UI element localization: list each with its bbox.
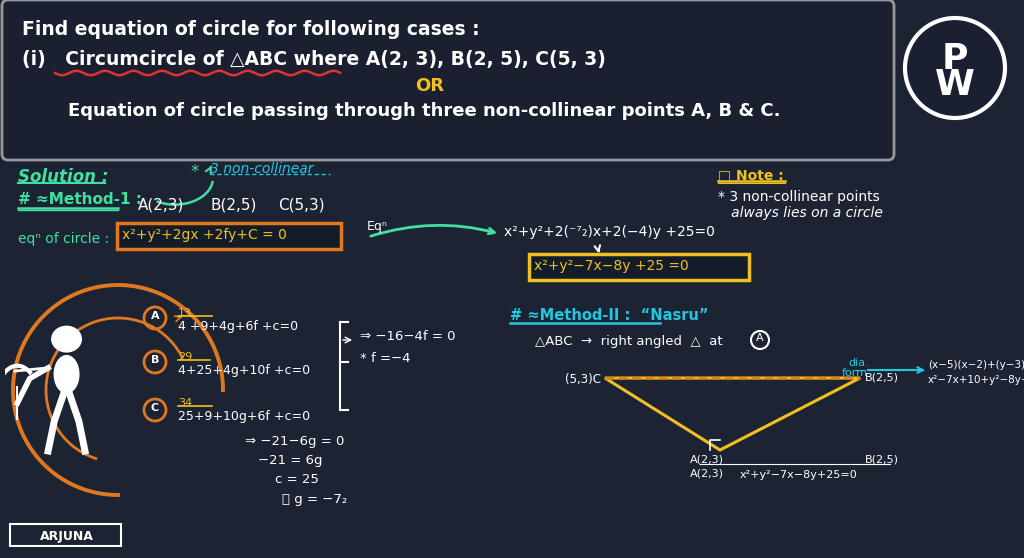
Text: −21 = 6g: −21 = 6g: [258, 454, 323, 467]
Text: 25+9+10g+6f +c=0: 25+9+10g+6f +c=0: [178, 410, 310, 423]
Text: (5,3)C: (5,3)C: [565, 373, 601, 386]
Text: B(2,5): B(2,5): [865, 455, 899, 465]
FancyBboxPatch shape: [529, 254, 749, 280]
Text: eqⁿ of circle :: eqⁿ of circle :: [18, 232, 110, 246]
Text: A(2,3): A(2,3): [138, 198, 184, 213]
Text: A: A: [151, 311, 160, 321]
Text: x²−7x+10+y²−8y+15=0: x²−7x+10+y²−8y+15=0: [928, 375, 1024, 385]
Text: ⇒ −16−4f = 0: ⇒ −16−4f = 0: [360, 330, 456, 343]
Text: form: form: [842, 368, 868, 378]
Text: x²+y²+2gx +2fy+C = 0: x²+y²+2gx +2fy+C = 0: [122, 228, 287, 242]
Text: (x−5)(x−2)+(y−3)(y−5)=: (x−5)(x−2)+(y−3)(y−5)=: [928, 360, 1024, 370]
Text: 3 non-collinear: 3 non-collinear: [210, 162, 313, 176]
Text: x²+y²−7x−8y +25 =0: x²+y²−7x−8y +25 =0: [534, 259, 689, 273]
Text: C(5,3): C(5,3): [278, 198, 325, 213]
Text: A(2,3): A(2,3): [690, 455, 724, 465]
Text: B(2,5): B(2,5): [865, 373, 899, 383]
Circle shape: [52, 326, 81, 352]
Text: * f =−4: * f =−4: [360, 352, 411, 365]
Text: W: W: [935, 68, 975, 102]
Text: A(2,3): A(2,3): [690, 468, 724, 478]
Text: Eqⁿ: Eqⁿ: [367, 220, 388, 233]
Text: C: C: [151, 403, 159, 413]
Text: P: P: [942, 42, 969, 76]
Text: 13: 13: [178, 308, 193, 318]
Text: always lies on a circle: always lies on a circle: [718, 206, 883, 220]
FancyBboxPatch shape: [2, 0, 894, 160]
Text: 34: 34: [178, 398, 193, 408]
Text: □ Note :: □ Note :: [718, 168, 783, 182]
Text: A: A: [756, 333, 764, 343]
Text: OR: OR: [416, 77, 444, 95]
Text: ARJUNA: ARJUNA: [40, 530, 93, 543]
Text: # ≈Method-II :  “Nasru”: # ≈Method-II : “Nasru”: [510, 308, 709, 323]
Text: x²+y²−7x−8y+25=0: x²+y²−7x−8y+25=0: [740, 470, 858, 480]
Text: (i)   Circumcircle of △ABC where A(2, 3), B(2, 5), C(5, 3): (i) Circumcircle of △ABC where A(2, 3), …: [22, 50, 606, 69]
Text: ⤵ g = −7₂: ⤵ g = −7₂: [282, 493, 347, 506]
Text: Equation of circle passing through three non-collinear points A, B & C.: Equation of circle passing through three…: [68, 102, 780, 120]
Text: ⇒ −21−6g = 0: ⇒ −21−6g = 0: [245, 435, 344, 448]
Text: 4+25+4g+10f +c=0: 4+25+4g+10f +c=0: [178, 364, 310, 377]
Text: *: *: [190, 163, 200, 181]
Text: Solution :: Solution :: [18, 168, 109, 186]
Text: dia.: dia.: [848, 358, 868, 368]
Text: x²+y²+2(⁻⁷₂)x+2(−4)y +25=0: x²+y²+2(⁻⁷₂)x+2(−4)y +25=0: [504, 225, 715, 239]
Text: * 3 non-collinear points: * 3 non-collinear points: [718, 190, 880, 204]
Text: B: B: [151, 355, 159, 365]
Text: △ABC  →  right angled  △  at: △ABC → right angled △ at: [535, 335, 723, 348]
Text: 4 +9+4g+6f +c=0: 4 +9+4g+6f +c=0: [178, 320, 298, 333]
Text: Find equation of circle for following cases :: Find equation of circle for following ca…: [22, 20, 479, 39]
Ellipse shape: [54, 355, 79, 393]
FancyBboxPatch shape: [117, 223, 341, 249]
Circle shape: [905, 18, 1005, 118]
FancyBboxPatch shape: [10, 525, 121, 546]
Text: B(2,5): B(2,5): [210, 198, 256, 213]
Text: c = 25: c = 25: [275, 473, 318, 486]
Text: 29: 29: [178, 352, 193, 362]
Text: # ≈Method-1 :: # ≈Method-1 :: [18, 192, 142, 207]
